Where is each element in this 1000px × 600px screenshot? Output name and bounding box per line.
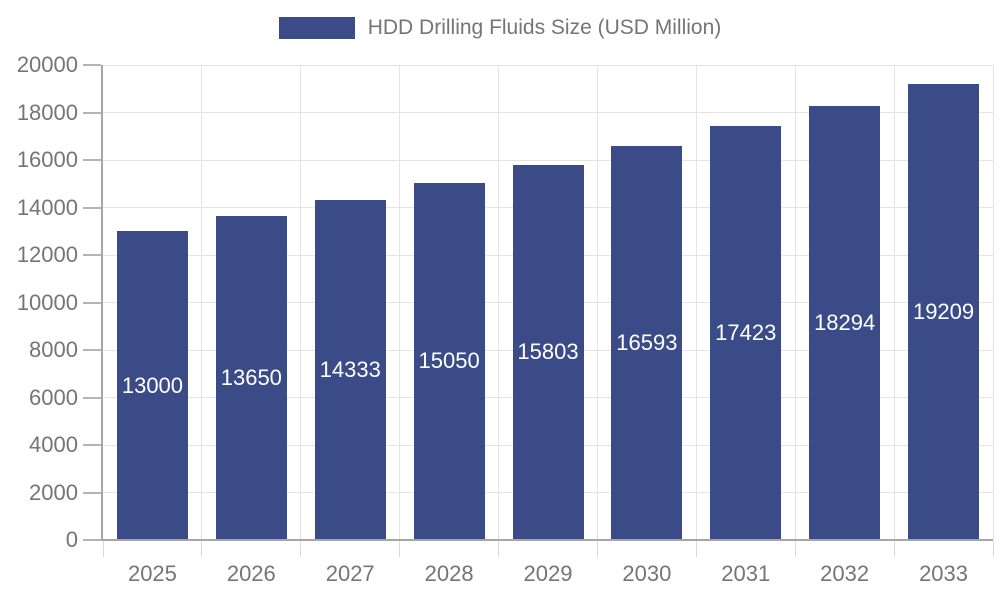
x-tick-label: 2028 <box>424 561 474 586</box>
y-tick-label: 8000 <box>29 337 78 362</box>
y-tick-mark <box>83 491 101 494</box>
h-gridline <box>103 159 993 161</box>
y-tick-mark <box>83 539 101 541</box>
x-tick-mark <box>596 541 598 557</box>
x-tick-label: 2031 <box>721 561 771 586</box>
bar <box>512 164 584 540</box>
bar-value-label: 15050 <box>418 348 480 374</box>
y-tick-mark <box>83 64 101 66</box>
x-tick-label: 2033 <box>919 561 969 586</box>
y-tick-mark <box>83 254 101 256</box>
bar <box>413 182 485 540</box>
y-tick-mark <box>83 206 101 209</box>
v-gridline <box>300 65 302 540</box>
y-tick-mark <box>83 159 101 161</box>
x-tick-mark <box>300 541 302 557</box>
bar <box>908 83 980 540</box>
y-tick-label: 16000 <box>16 147 78 172</box>
legend: HDD Drilling Fluids Size (USD Million) <box>0 16 1000 40</box>
y-tick-label: 0 <box>65 527 78 552</box>
y-tick-label: 4000 <box>29 432 78 457</box>
bar-value-label: 15803 <box>517 339 579 365</box>
x-tick-label: 2030 <box>622 561 672 586</box>
x-tick-label: 2029 <box>523 561 573 586</box>
v-gridline <box>596 65 598 540</box>
x-tick-mark <box>498 541 500 557</box>
x-tick-label: 2025 <box>127 561 177 586</box>
h-gridline <box>103 112 993 113</box>
y-tick-mark <box>83 349 101 351</box>
x-tick-mark <box>794 541 796 557</box>
x-tick-label: 2027 <box>325 561 375 586</box>
x-tick-label: 2026 <box>226 561 276 586</box>
y-tick-mark <box>83 111 101 114</box>
y-tick-label: 18000 <box>16 99 78 125</box>
bar-value-label: 13650 <box>220 364 282 390</box>
y-tick-label: 2000 <box>29 479 78 505</box>
y-tick-label: 10000 <box>16 289 78 315</box>
v-gridline <box>201 65 203 540</box>
v-gridline <box>695 65 697 540</box>
bar <box>215 215 287 540</box>
x-tick-mark <box>399 541 401 557</box>
y-tick-label: 14000 <box>16 194 78 220</box>
bar-value-label: 18294 <box>814 309 876 335</box>
v-gridline <box>399 65 401 540</box>
y-tick-mark <box>83 396 101 399</box>
bar-value-label: 16593 <box>616 329 678 355</box>
x-tick-mark <box>893 541 895 557</box>
x-tick-mark <box>201 541 203 557</box>
bar <box>314 199 386 540</box>
x-tick-mark <box>695 541 697 557</box>
bar-value-label: 13000 <box>121 372 184 398</box>
y-tick-label: 12000 <box>16 242 78 267</box>
y-tick-mark <box>83 444 101 446</box>
bar-value-label: 19209 <box>912 298 975 324</box>
y-tick-label: 6000 <box>29 384 78 410</box>
v-gridline <box>893 65 895 540</box>
plot-area: 13000 13650 14333 15050 15803 16593 17423 18294… <box>103 64 994 540</box>
y-axis-line <box>101 65 103 541</box>
bar <box>809 105 881 540</box>
bar-value-label: 14333 <box>319 356 381 382</box>
x-tick-mark <box>992 541 994 557</box>
bar <box>611 145 683 540</box>
v-gridline <box>498 65 500 540</box>
legend-label: HDD Drilling Fluids Size (USD Million) <box>367 16 722 39</box>
h-gridline <box>103 64 993 66</box>
x-axis-line <box>101 539 993 541</box>
y-tick-mark <box>83 301 101 304</box>
bar <box>710 126 782 540</box>
y-tick-label: 20000 <box>16 52 78 77</box>
x-tick-label: 2032 <box>820 561 870 586</box>
bar-value-label: 17423 <box>715 320 777 346</box>
legend-swatch <box>278 17 355 39</box>
bar <box>116 231 188 540</box>
x-tick-mark <box>102 541 104 557</box>
v-gridline <box>992 65 994 540</box>
v-gridline <box>794 65 796 540</box>
